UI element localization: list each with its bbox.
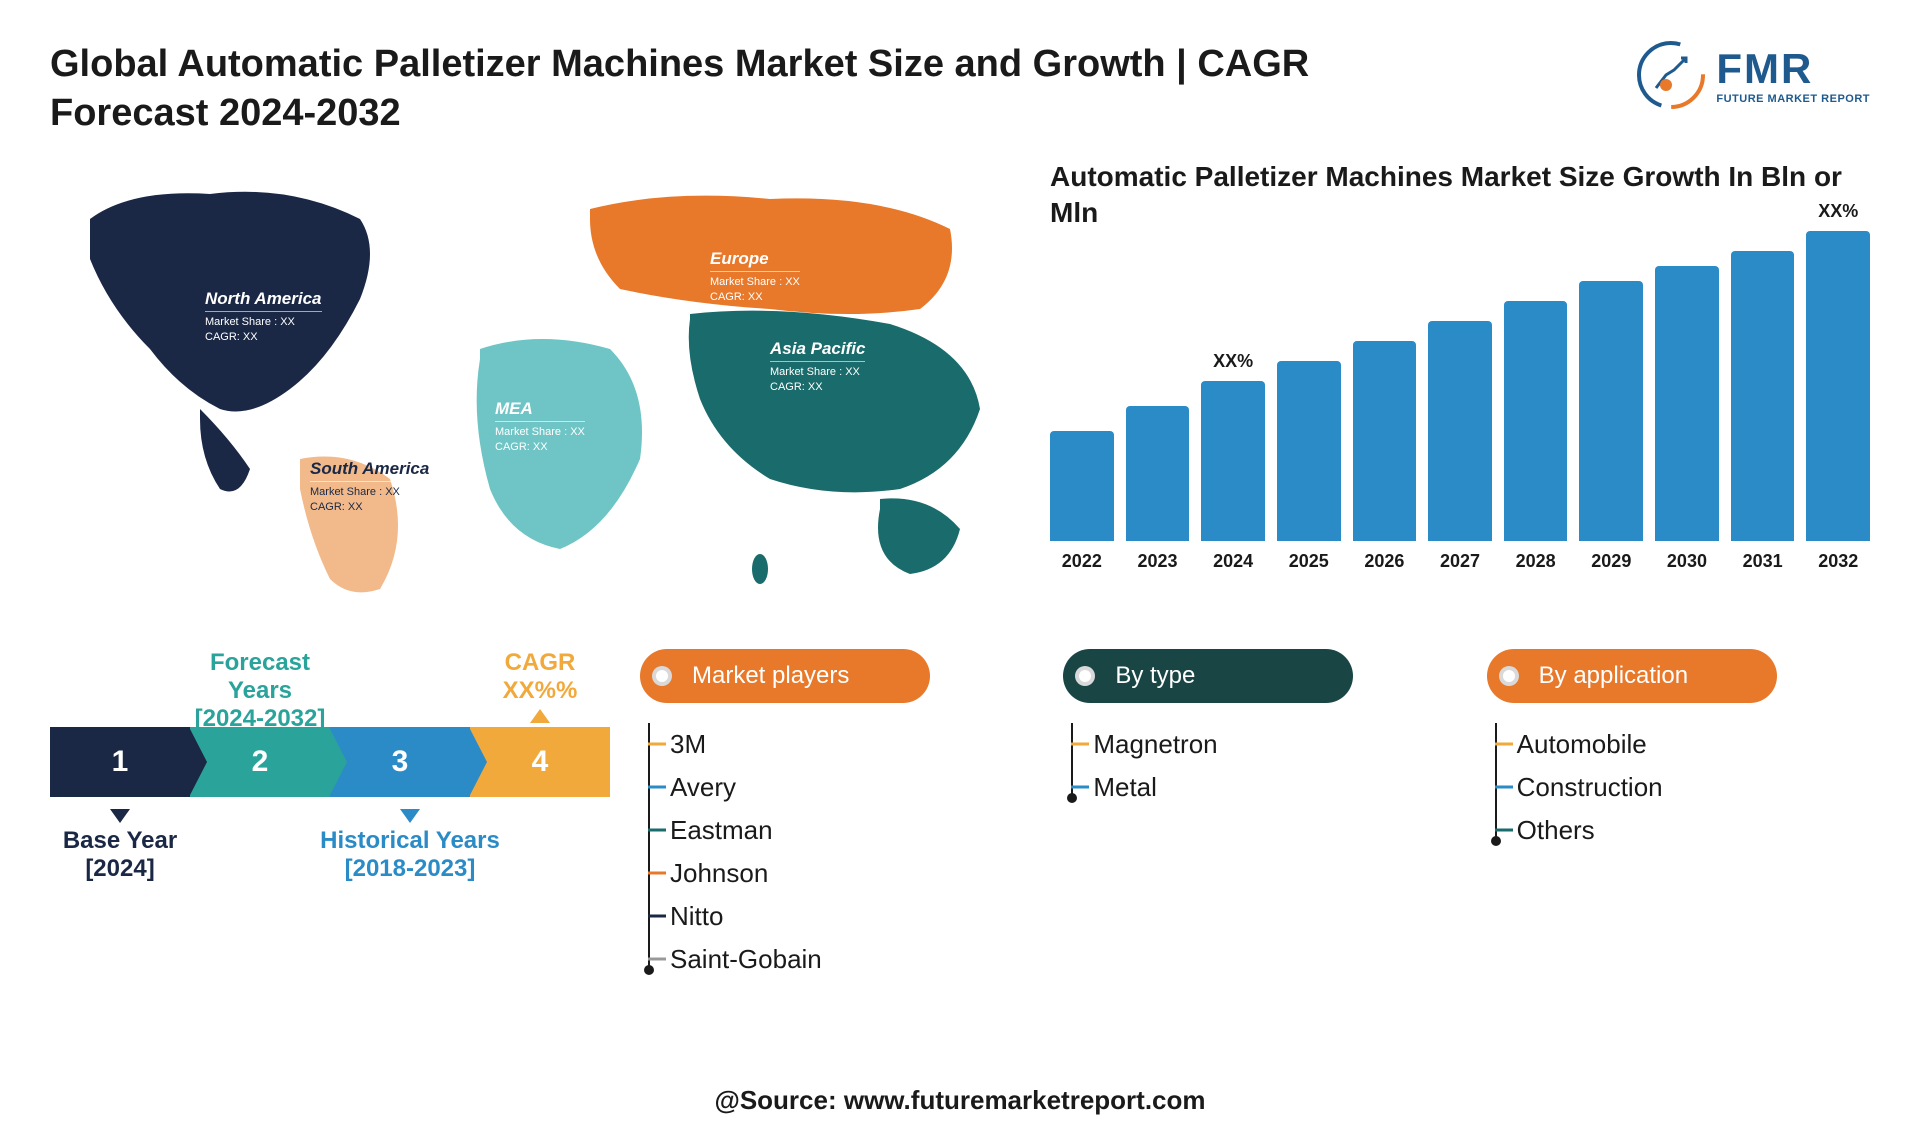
bar-column: 2025	[1277, 361, 1341, 572]
bar-year-label: 2026	[1364, 551, 1404, 572]
logo: FMR FUTURE MARKET REPORT	[1636, 40, 1870, 110]
logo-icon	[1636, 40, 1706, 110]
category-list: 3MAveryEastmanJohnsonNittoSaint-Gobain	[640, 723, 1023, 981]
category-item: Automobile	[1517, 723, 1870, 766]
logo-text-sub: FUTURE MARKET REPORT	[1716, 93, 1870, 105]
bar	[1126, 406, 1190, 541]
bar	[1731, 251, 1795, 541]
bar-year-label: 2028	[1516, 551, 1556, 572]
category-column: By application AutomobileConstructionOthe…	[1487, 649, 1870, 981]
bar	[1655, 266, 1719, 541]
bar	[1201, 381, 1265, 541]
bar-annotation: XX%	[1818, 201, 1858, 222]
map-region-label: MEAMarket Share : XXCAGR: XX	[495, 399, 585, 456]
bar	[1806, 231, 1870, 541]
category-header: Market players	[640, 649, 930, 703]
category-list: AutomobileConstructionOthers	[1487, 723, 1870, 852]
source-attribution: @Source: www.futuremarketreport.com	[714, 1085, 1205, 1116]
bar-annotation: XX%	[1213, 351, 1253, 372]
map-region-label: Asia PacificMarket Share : XXCAGR: XX	[770, 339, 865, 396]
timeline-segment: 2	[190, 727, 330, 797]
category-item: Others	[1517, 809, 1870, 852]
bar-year-label: 2023	[1137, 551, 1177, 572]
category-item: Johnson	[670, 852, 1023, 895]
bar-year-label: 2027	[1440, 551, 1480, 572]
bar-year-label: 2032	[1818, 551, 1858, 572]
header: Global Automatic Palletizer Machines Mar…	[50, 40, 1870, 139]
logo-text-main: FMR	[1716, 45, 1870, 93]
bar-column: 2023	[1126, 406, 1190, 572]
bar-column: 2029	[1579, 281, 1643, 572]
map-svg	[50, 159, 1010, 599]
bar	[1050, 431, 1114, 541]
category-item: Avery	[670, 766, 1023, 809]
map-region-label: North AmericaMarket Share : XXCAGR: XX	[205, 289, 322, 346]
bar-year-label: 2031	[1743, 551, 1783, 572]
map-region-label: South AmericaMarket Share : XXCAGR: XX	[310, 459, 429, 516]
category-item: Metal	[1093, 766, 1446, 809]
bar-year-label: 2030	[1667, 551, 1707, 572]
bar	[1504, 301, 1568, 541]
bar-column: 2031	[1731, 251, 1795, 572]
bar	[1579, 281, 1643, 541]
category-column: By type MagnetronMetal	[1063, 649, 1446, 981]
timeline-segment: 1	[50, 727, 190, 797]
base-year-label: Base Year[2024]	[30, 805, 210, 883]
bar-column: 2028	[1504, 301, 1568, 572]
world-map: North AmericaMarket Share : XXCAGR: XX So…	[50, 159, 1010, 599]
category-list: MagnetronMetal	[1063, 723, 1446, 809]
bar	[1353, 341, 1417, 541]
bar-column: XX%2024	[1201, 381, 1265, 572]
bar-year-label: 2022	[1062, 551, 1102, 572]
bar	[1428, 321, 1492, 541]
bar-year-label: 2024	[1213, 551, 1253, 572]
chart-title: Automatic Palletizer Machines Market Siz…	[1050, 159, 1870, 232]
page-title: Global Automatic Palletizer Machines Mar…	[50, 40, 1450, 139]
timeline-section: Forecast Years[2024-2032]CAGRXX%% 1234 B…	[50, 649, 610, 895]
bar-chart: 20222023XX%20242025202620272028202920302…	[1050, 252, 1870, 572]
map-region-label: EuropeMarket Share : XXCAGR: XX	[710, 249, 800, 306]
timeline-bar: 1234	[50, 727, 610, 797]
category-item: Saint-Gobain	[670, 938, 1023, 981]
bar-column: 2030	[1655, 266, 1719, 572]
timeline-segment: 4	[470, 727, 610, 797]
bar	[1277, 361, 1341, 541]
category-item: Construction	[1517, 766, 1870, 809]
category-item: Eastman	[670, 809, 1023, 852]
bar-year-label: 2025	[1289, 551, 1329, 572]
bar-column: 2026	[1353, 341, 1417, 572]
category-item: 3M	[670, 723, 1023, 766]
timeline-segment: 3	[330, 727, 470, 797]
historical-label: Historical Years[2018-2023]	[310, 805, 510, 883]
category-header: By application	[1487, 649, 1777, 703]
cagr-label: CAGRXX%%	[470, 649, 610, 727]
bar-column: 2022	[1050, 431, 1114, 572]
category-header: By type	[1063, 649, 1353, 703]
category-column: Market players 3MAveryEastmanJohnsonNitto…	[640, 649, 1023, 981]
category-item: Magnetron	[1093, 723, 1446, 766]
bar-column: 2027	[1428, 321, 1492, 572]
bar-year-label: 2029	[1591, 551, 1631, 572]
bar-column: XX%2032	[1806, 231, 1870, 572]
bar-chart-section: Automatic Palletizer Machines Market Siz…	[1050, 159, 1870, 599]
category-item: Nitto	[670, 895, 1023, 938]
